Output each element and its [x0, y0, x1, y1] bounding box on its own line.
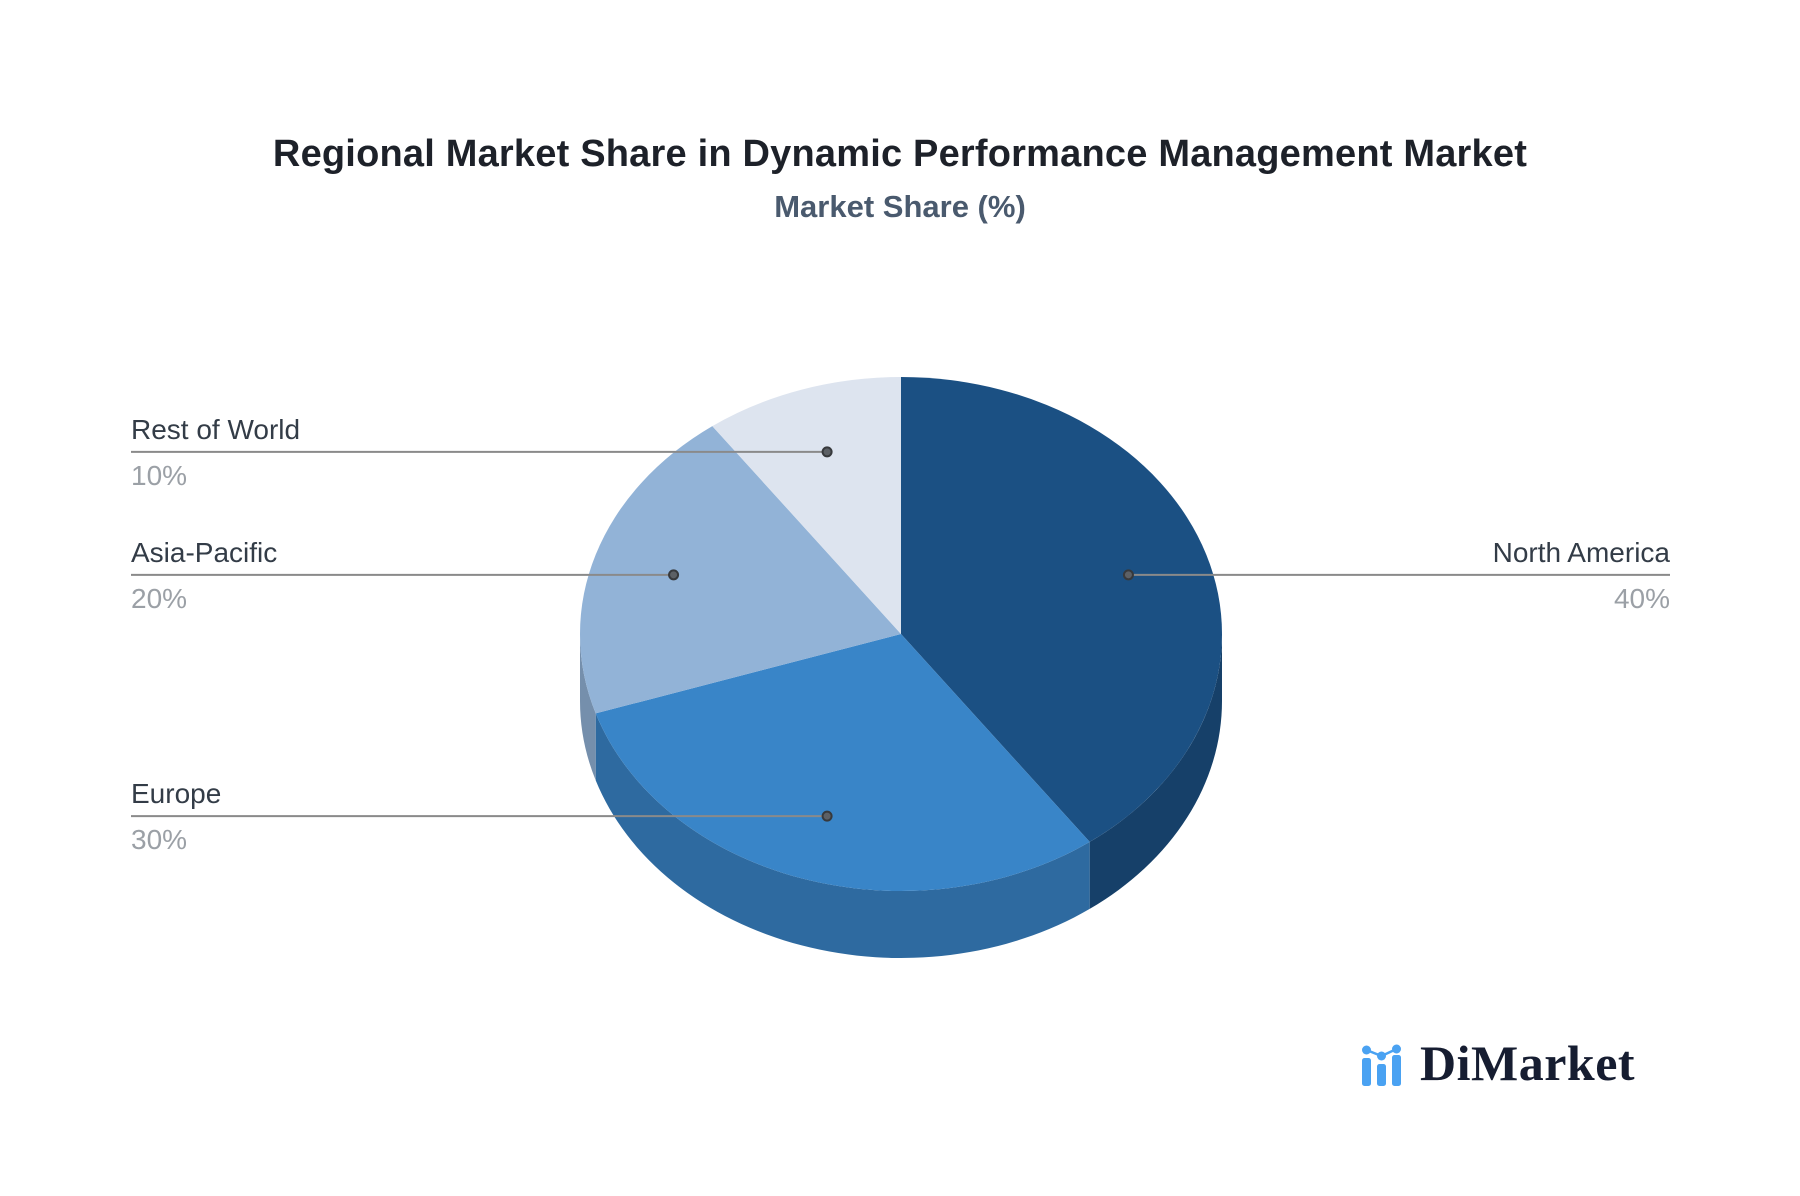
- chart-title: Regional Market Share in Dynamic Perform…: [272, 133, 1528, 175]
- leader-dot-europe: [821, 810, 833, 822]
- pie-slice-north-america[interactable]: [901, 377, 1222, 842]
- chart-subtitle: Market Share (%): [774, 189, 1026, 224]
- pie-slice-side-asia-pacific: [580, 634, 596, 781]
- pie-label-europe: Europe: [131, 778, 222, 810]
- pie-slice-rest-of-world[interactable]: [712, 377, 901, 634]
- brand-name: DiMarket: [1420, 1035, 1636, 1091]
- pie-label-rest-of-world: Rest of World: [131, 413, 301, 445]
- pie-slice-europe[interactable]: [595, 634, 1090, 891]
- pie-label-north-america: North America: [1492, 536, 1670, 568]
- pie-label-asia-pacific: Asia-Pacific: [131, 536, 278, 568]
- pie-slice-side-north-america: [1089, 634, 1222, 909]
- leader-dot-asia-pacific: [668, 569, 680, 581]
- pie-value-north-america: 40%: [1613, 582, 1670, 614]
- pie-slice-side-europe: [595, 713, 1090, 958]
- pie-slice-asia-pacific[interactable]: [580, 426, 901, 714]
- pie-value-europe: 30%: [131, 824, 188, 856]
- leader-dot-rest-of-world: [821, 446, 833, 458]
- brand-logo: DiMarket: [1360, 1038, 1635, 1088]
- bar-chart-logo-icon: [1362, 1044, 1401, 1086]
- pie-value-rest-of-world: 10%: [131, 459, 188, 491]
- pie-value-asia-pacific: 20%: [131, 582, 188, 614]
- leader-dot-north-america: [1122, 569, 1134, 581]
